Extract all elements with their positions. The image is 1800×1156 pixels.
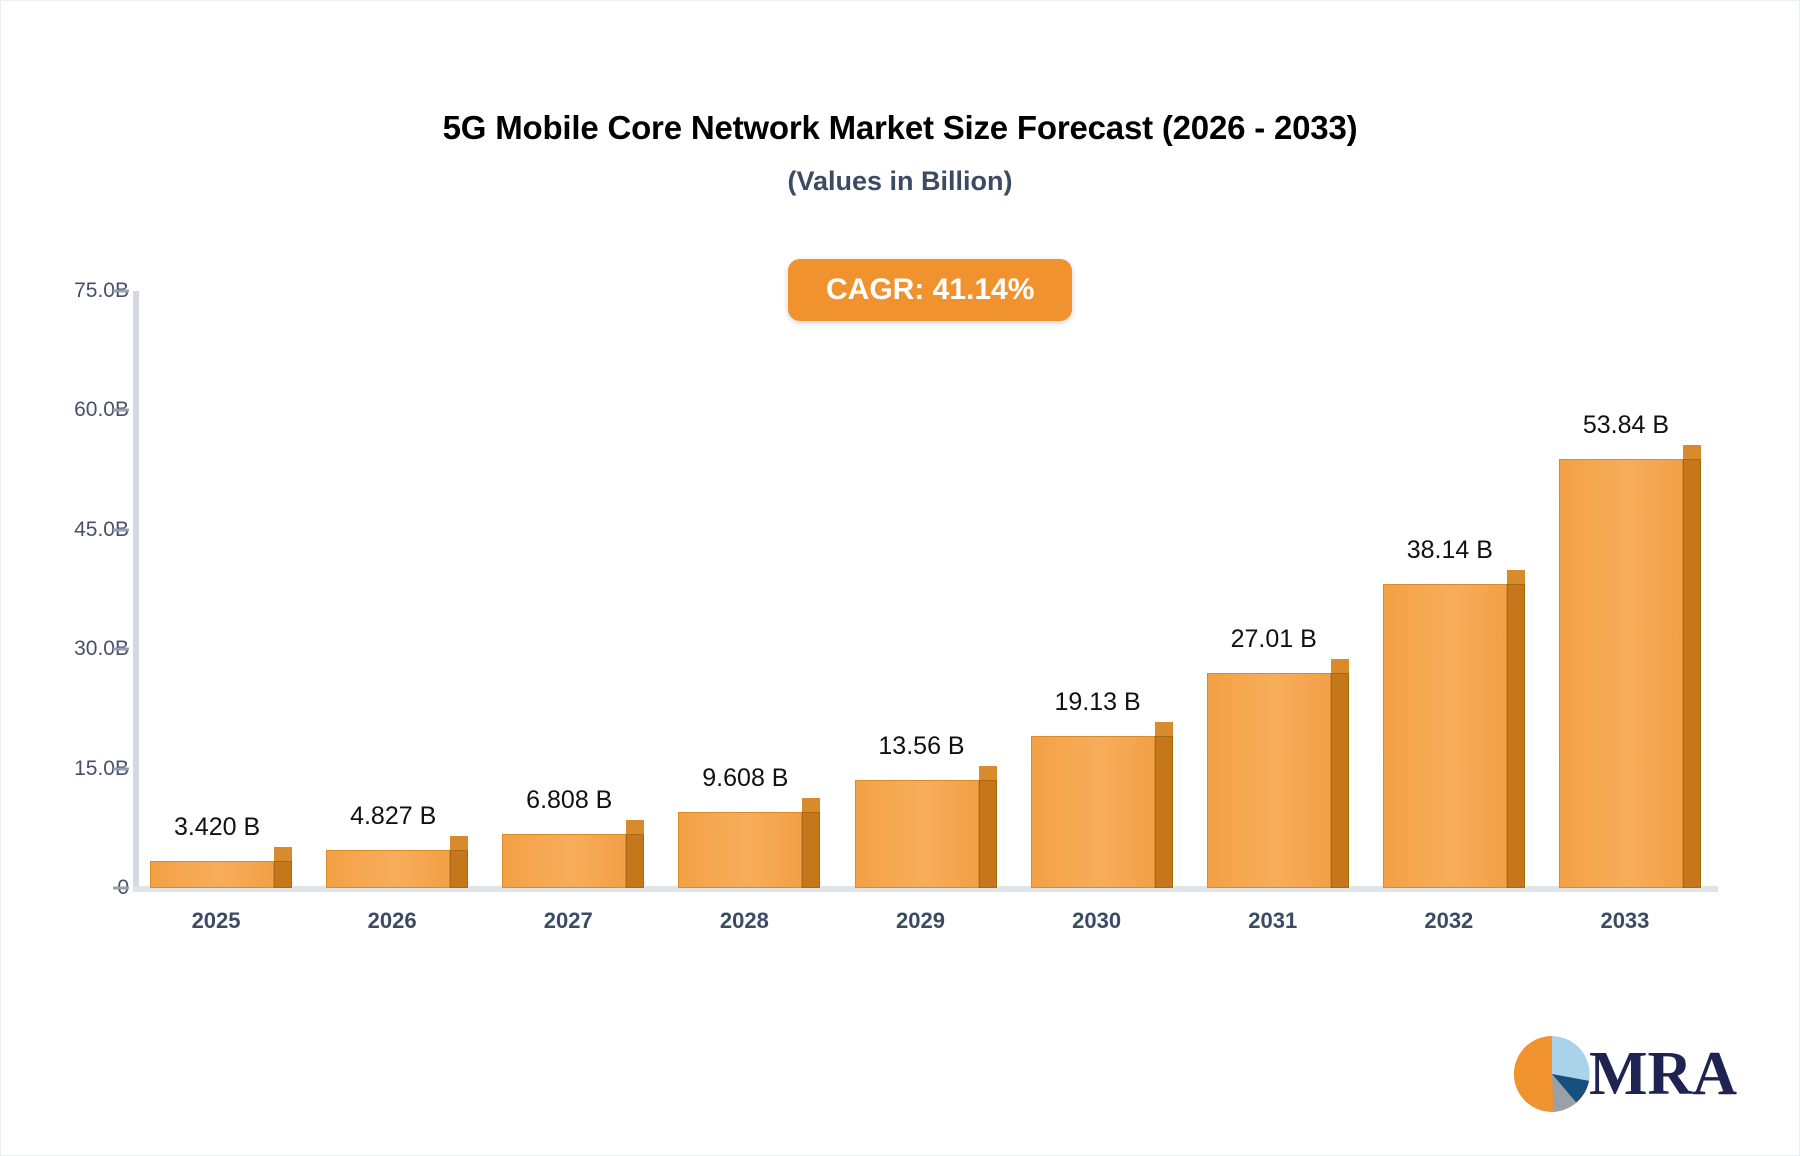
bar (1030, 721, 1173, 888)
x-axis-tick-label: 2029 (896, 908, 945, 933)
bar-side-face (274, 860, 293, 888)
bar-front-face (502, 833, 627, 888)
bar-front-face (678, 811, 803, 888)
bar-value-label: 4.827 B (350, 801, 437, 830)
bar-front-face (1206, 673, 1331, 888)
bar-top-face (1330, 659, 1349, 674)
bar-top-face (1682, 445, 1701, 460)
pie-chart-logo-icon (1513, 1036, 1590, 1112)
y-axis-tick-label: 45.0B (74, 517, 129, 541)
bar-side-face (1330, 673, 1349, 888)
bar-front-face (1030, 735, 1155, 888)
bar-value-label: 53.84 B (1582, 411, 1670, 440)
bar-side-face (1506, 584, 1525, 888)
y-axis-tick-label: 15.0B (74, 756, 129, 780)
bar-front-face (854, 780, 979, 888)
y-axis-tick-label: 75.0B (74, 279, 129, 302)
bar-top-face (626, 819, 645, 834)
x-axis-tick-label: 2030 (1072, 908, 1122, 933)
bar-front-face (1558, 459, 1683, 888)
bar-side-face (450, 849, 469, 888)
chart-subtitle: (Values in Billion) (787, 166, 1013, 196)
bar (1382, 570, 1525, 888)
y-axis-tick-mark (113, 528, 129, 532)
bar-side-face (1682, 459, 1701, 888)
x-axis-tick-label: 2032 (1424, 908, 1474, 933)
bar (1558, 445, 1701, 888)
bar (326, 835, 469, 888)
y-axis-tick-mark (113, 647, 129, 651)
bar-top-face (802, 797, 821, 812)
bar (854, 766, 997, 888)
y-axis-tick-mark (113, 408, 129, 412)
y-axis-tick-mark (113, 767, 129, 771)
bar (150, 846, 293, 888)
page-title: 5G Mobile Core Network Market Size Forec… (442, 109, 1358, 146)
bar (678, 797, 821, 888)
bar-side-face (1154, 735, 1173, 888)
x-axis-tick-label: 2028 (719, 908, 769, 933)
bar-value-label: 38.14 B (1406, 536, 1493, 565)
bar-top-face (274, 846, 293, 861)
bar-value-label: 6.808 B (526, 785, 613, 814)
bar (502, 819, 645, 888)
bar-front-face (1382, 584, 1507, 888)
x-axis-tick-label: 2033 (1600, 908, 1650, 933)
bar-value-label: 27.01 B (1230, 625, 1317, 653)
y-axis-tick-label: 60.0B (74, 398, 129, 422)
bar-side-face (626, 833, 645, 888)
bar-front-face (150, 860, 275, 888)
bar-top-face (450, 835, 469, 850)
logo-text: MRA (1589, 1040, 1738, 1108)
bar-top-face (1154, 721, 1173, 736)
plot-area (133, 291, 1718, 888)
bar-side-face (802, 811, 821, 888)
cagr-badge: CAGR: 41.14% (788, 259, 1073, 321)
bar-top-face (1506, 570, 1525, 585)
y-axis-tick-mark (113, 886, 129, 890)
bar-side-face (978, 780, 997, 888)
x-axis-tick-label: 2031 (1248, 908, 1298, 933)
x-axis-tick-label: 2025 (191, 908, 241, 933)
bar-top-face (978, 766, 997, 781)
y-axis-tick-label: 0 (1, 876, 129, 900)
bar (1206, 659, 1349, 888)
x-axis-tick-label: 2026 (367, 908, 417, 933)
y-axis-tick-mark (113, 289, 129, 293)
bar-value-label: 13.56 B (878, 732, 965, 761)
x-axis-line (133, 886, 1718, 892)
mra-logo: MRA (1509, 1031, 1737, 1117)
y-axis-tick-label: 30.0B (74, 637, 129, 661)
bar-front-face (326, 849, 451, 888)
bar-value-label: 3.420 B (173, 812, 261, 841)
bar-value-label: 19.13 B (1054, 687, 1141, 716)
y-axis-line (133, 291, 139, 888)
x-axis-tick-label: 2027 (543, 908, 593, 933)
bar-value-label: 9.608 B (702, 763, 789, 792)
